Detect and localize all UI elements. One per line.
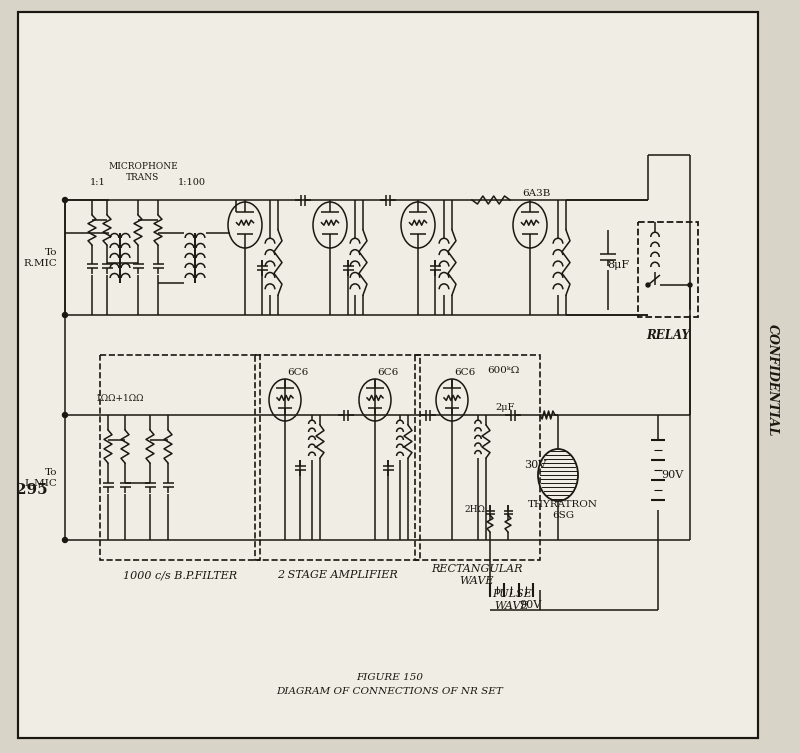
Text: 1:1: 1:1: [90, 178, 106, 187]
Text: 30V: 30V: [524, 460, 546, 470]
Text: FIGURE 150: FIGURE 150: [357, 673, 423, 682]
Circle shape: [62, 312, 67, 318]
Text: 295: 295: [16, 483, 48, 497]
Text: To
R.MIC: To R.MIC: [23, 248, 57, 268]
Text: 1:100: 1:100: [178, 178, 206, 187]
Circle shape: [62, 197, 67, 203]
Text: 600ᵏΩ: 600ᵏΩ: [487, 365, 519, 374]
Circle shape: [62, 413, 67, 417]
Text: 2HΩ: 2HΩ: [465, 505, 486, 514]
Text: 2 STAGE AMPLIFIER: 2 STAGE AMPLIFIER: [277, 570, 398, 580]
Text: 1ΩΩ+1ΩΩ: 1ΩΩ+1ΩΩ: [96, 394, 144, 403]
Text: 90V: 90V: [519, 600, 541, 610]
Text: 2μF: 2μF: [495, 403, 514, 411]
Text: 1000 c/s B.P.FILTER: 1000 c/s B.P.FILTER: [123, 570, 237, 580]
Text: 90V: 90V: [661, 470, 683, 480]
Text: DIAGRAM OF CONNECTIONS OF NR SET: DIAGRAM OF CONNECTIONS OF NR SET: [277, 687, 503, 697]
Text: 6C6: 6C6: [454, 367, 475, 376]
Text: CONFIDENTIAL: CONFIDENTIAL: [766, 324, 778, 436]
Circle shape: [62, 538, 67, 542]
Text: THYRATRON
6SG: THYRATRON 6SG: [528, 500, 598, 520]
Bar: [100, 355, 260, 560]
Text: 6A3B: 6A3B: [522, 188, 550, 197]
Text: To
L.MIC: To L.MIC: [24, 468, 57, 488]
Circle shape: [688, 283, 692, 287]
Bar: [415, 355, 540, 560]
Text: PULSE
WAVE: PULSE WAVE: [492, 589, 532, 611]
Bar: [638, 222, 698, 317]
Text: RECTANGULAR
WAVE: RECTANGULAR WAVE: [431, 564, 522, 586]
Text: MICROPHONE
TRANS: MICROPHONE TRANS: [108, 163, 178, 181]
Bar: [255, 355, 420, 560]
Circle shape: [646, 283, 650, 287]
Text: 6C6: 6C6: [287, 367, 308, 376]
Text: 8μF: 8μF: [607, 260, 629, 270]
Text: RELAY: RELAY: [646, 328, 690, 342]
Text: 6C6: 6C6: [377, 367, 398, 376]
